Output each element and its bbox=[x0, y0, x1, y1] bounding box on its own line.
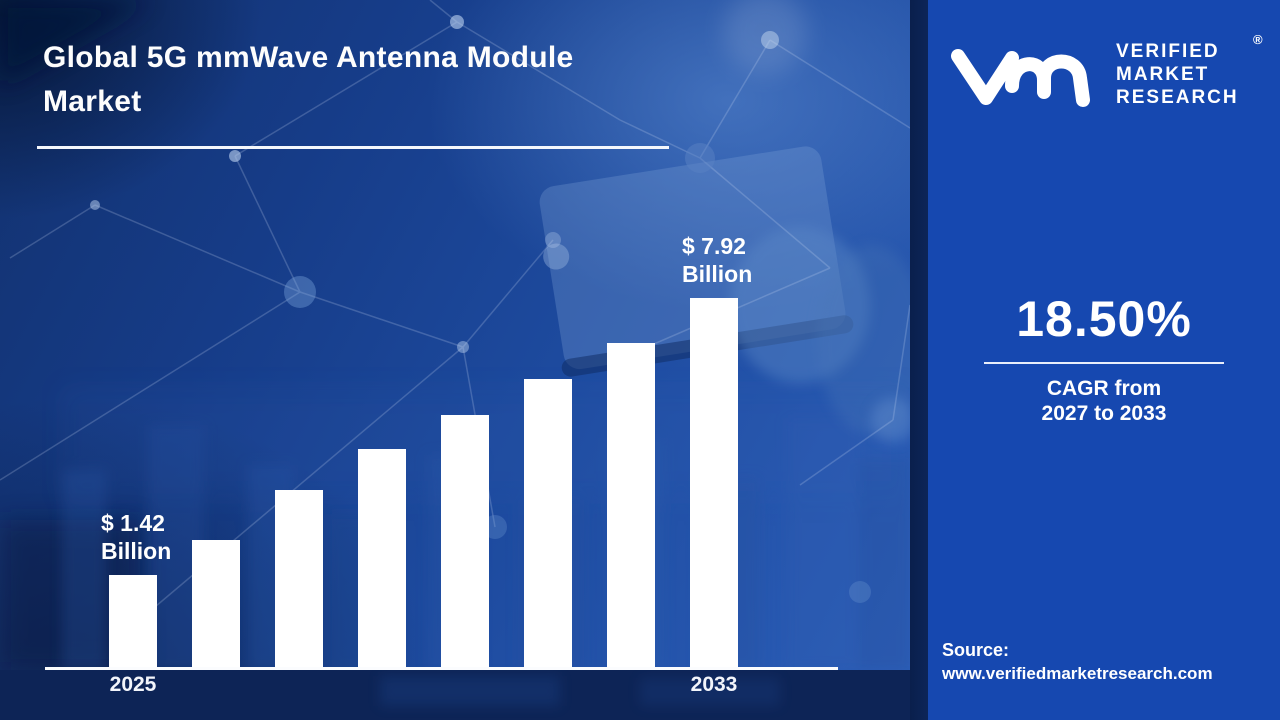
glow-circle bbox=[723, 0, 807, 74]
cagr-caption-line1: CAGR from bbox=[1046, 377, 1162, 400]
chart-bar-col2 bbox=[192, 540, 240, 667]
title-underline bbox=[37, 146, 669, 149]
cagr-caption: CAGR from 2027 to 2033 bbox=[928, 376, 1280, 426]
stats-panel: VERIFIED MARKET RESEARCH ® 18.50% CAGR f… bbox=[928, 0, 1280, 720]
source-attribution: Source: www.verifiedmarketresearch.com bbox=[942, 638, 1213, 685]
section-divider bbox=[910, 0, 928, 720]
logo-word-research: RESEARCH bbox=[1116, 87, 1239, 108]
chart-bar-col3 bbox=[275, 490, 323, 667]
network-nodes bbox=[90, 15, 871, 603]
chart-bar-2033 bbox=[690, 298, 738, 667]
bar-chart: 2025 2033 $ 1.42 Billion $ 7.92 Billion bbox=[45, 233, 838, 696]
cagr-value: 18.50% bbox=[1016, 291, 1192, 347]
bar-value-label: $ 7.92 Billion bbox=[682, 233, 753, 287]
vmr-logo-wordmark: VERIFIED MARKET RESEARCH bbox=[1116, 40, 1239, 109]
x-tick-label-2033: 2033 bbox=[690, 673, 738, 696]
page-title: Global 5G mmWave Antenna Module Market bbox=[43, 41, 574, 118]
cagr-caption-line2: 2027 to 2033 bbox=[1041, 402, 1167, 425]
logo-word-verified: VERIFIED bbox=[1116, 41, 1220, 62]
chart-bar-col4 bbox=[358, 449, 406, 667]
chart-bar-col7 bbox=[607, 343, 655, 667]
x-axis-line bbox=[45, 667, 838, 670]
cagr-stat: 18.50% CAGR from 2027 to 2033 bbox=[928, 290, 1280, 426]
chart-section: Global 5G mmWave Antenna Module Market 2… bbox=[0, 0, 910, 720]
logo-word-market: MARKET bbox=[1116, 64, 1210, 85]
registered-trademark-icon: ® bbox=[1253, 32, 1263, 47]
vmr-logo-icon bbox=[951, 49, 1090, 107]
bar-value-label: $ 1.42 Billion bbox=[101, 510, 172, 564]
corner-shadow bbox=[0, 0, 150, 85]
cagr-underline bbox=[984, 362, 1224, 364]
chart-bar-2025 bbox=[109, 575, 157, 667]
source-label: Source: bbox=[942, 640, 1010, 660]
chart-bar-col5 bbox=[441, 415, 489, 667]
vmr-logo: VERIFIED MARKET RESEARCH ® bbox=[928, 0, 1280, 120]
source-url: www.verifiedmarketresearch.com bbox=[942, 664, 1213, 683]
chart-bar-col6 bbox=[524, 379, 572, 667]
x-tick-label-2025: 2025 bbox=[109, 673, 157, 696]
